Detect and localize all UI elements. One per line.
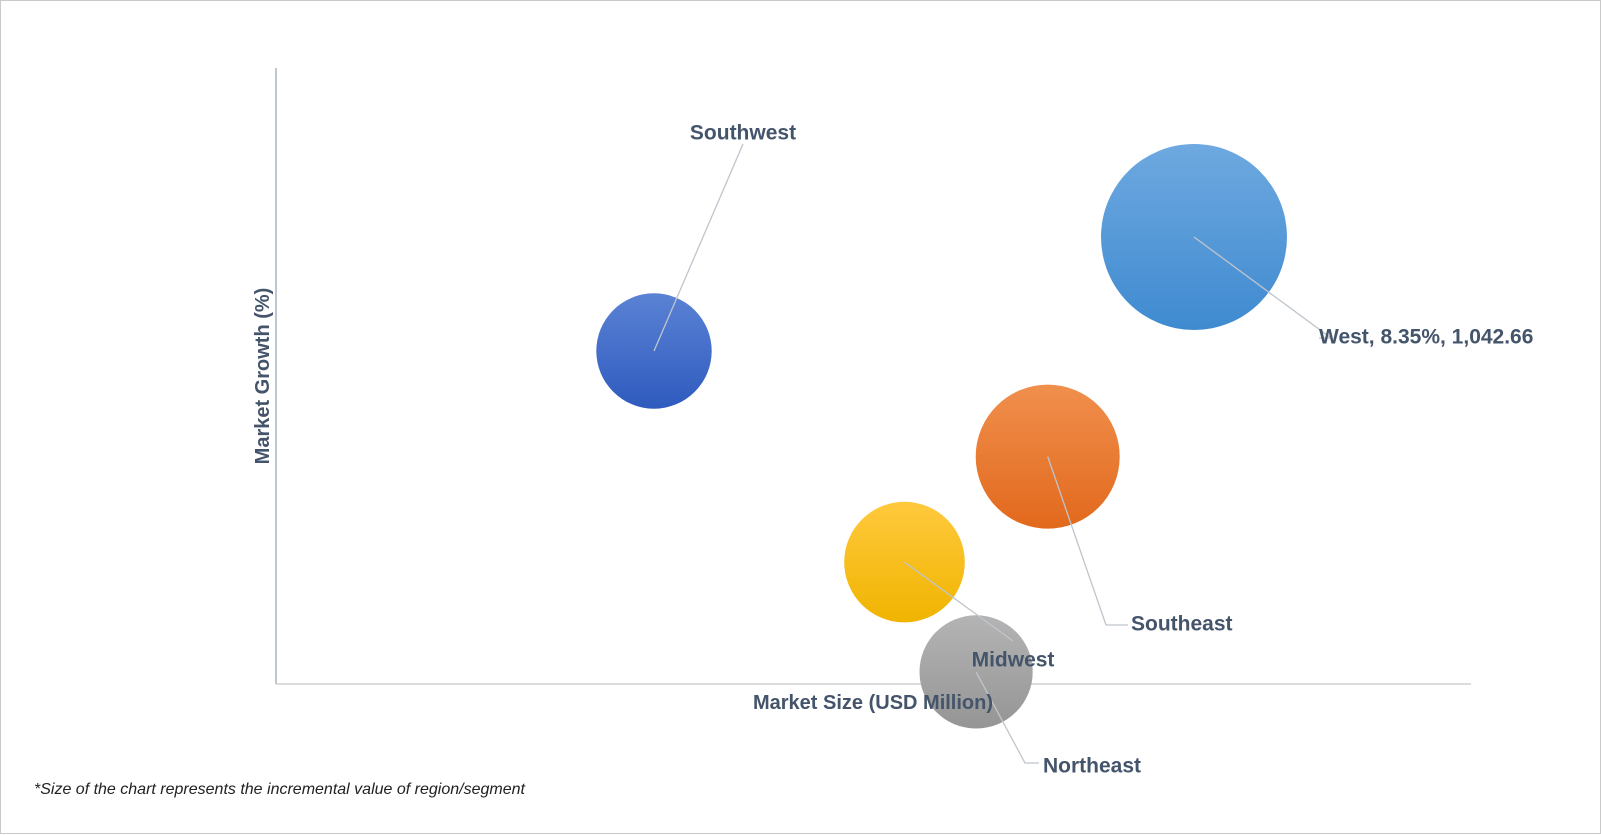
footnote: *Size of the chart represents the increm… [34,781,525,798]
data-label-southwest: Southwest [690,122,796,145]
leader-line-southwest [653,143,744,352]
leader-line-northeast [975,671,1039,764]
data-label-southeast: Southeast [1131,613,1233,636]
data-label-northeast: Northeast [1043,755,1141,778]
x-axis-title: Market Size (USD Million) [753,692,993,714]
bubble-southeast [975,384,1120,529]
leader-line-southeast [1047,456,1128,626]
data-label-midwest: Midwest [972,649,1055,672]
leader-line-midwest [904,561,1014,642]
y-axis-title: Market Growth (%) [252,288,274,465]
data-label-west: West, 8.35%, 1,042.66 [1319,326,1533,349]
leader-line-west [1193,236,1333,339]
